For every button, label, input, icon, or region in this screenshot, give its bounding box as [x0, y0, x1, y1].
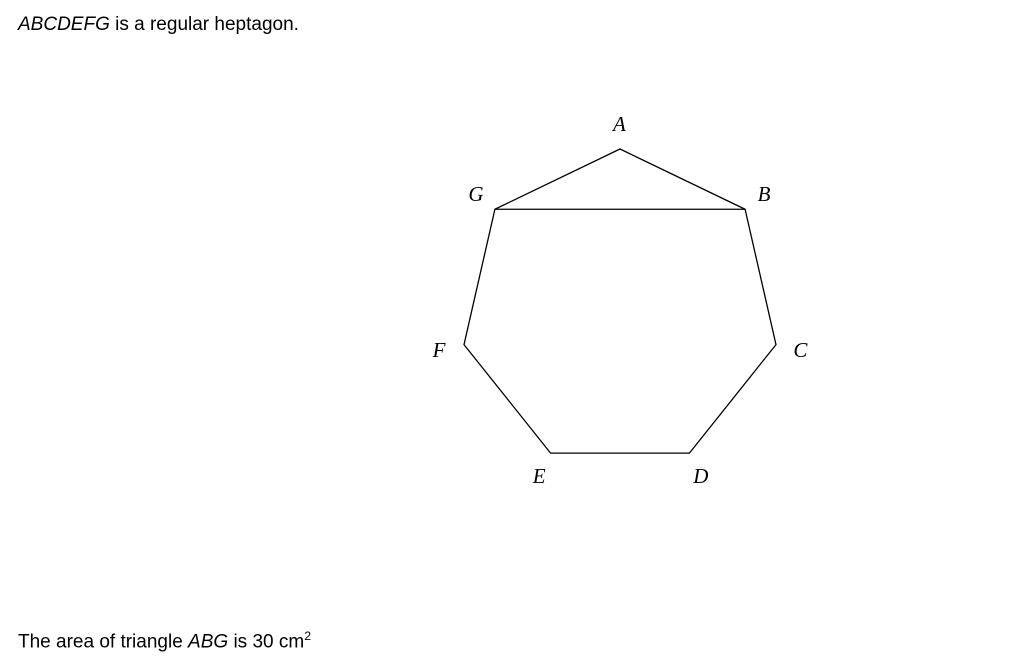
- prompt-line-1: ABCDEFG is a regular heptagon.: [18, 14, 299, 36]
- prompt-line-2: The area of triangle ABG is 30 cm2: [18, 629, 311, 653]
- vertex-label-a: A: [613, 112, 626, 137]
- heptagon-diagram: [420, 74, 850, 504]
- vertex-label-d: D: [693, 464, 708, 489]
- prompt-rest-text: is a regular heptagon.: [110, 14, 299, 35]
- triangle-name: ABG: [188, 631, 228, 652]
- vertex-label-b: B: [758, 182, 771, 207]
- heptagon-outline: [464, 149, 776, 453]
- vertex-label-f: F: [433, 338, 446, 363]
- bottom-mid: is 30 cm: [228, 631, 304, 652]
- vertex-label-c: C: [793, 338, 807, 363]
- exponent: 2: [304, 629, 311, 643]
- vertex-label-e: E: [533, 464, 546, 489]
- bottom-prefix: The area of triangle: [18, 631, 188, 652]
- polygon-name-text: ABCDEFG: [18, 14, 110, 35]
- vertex-label-g: G: [468, 182, 483, 207]
